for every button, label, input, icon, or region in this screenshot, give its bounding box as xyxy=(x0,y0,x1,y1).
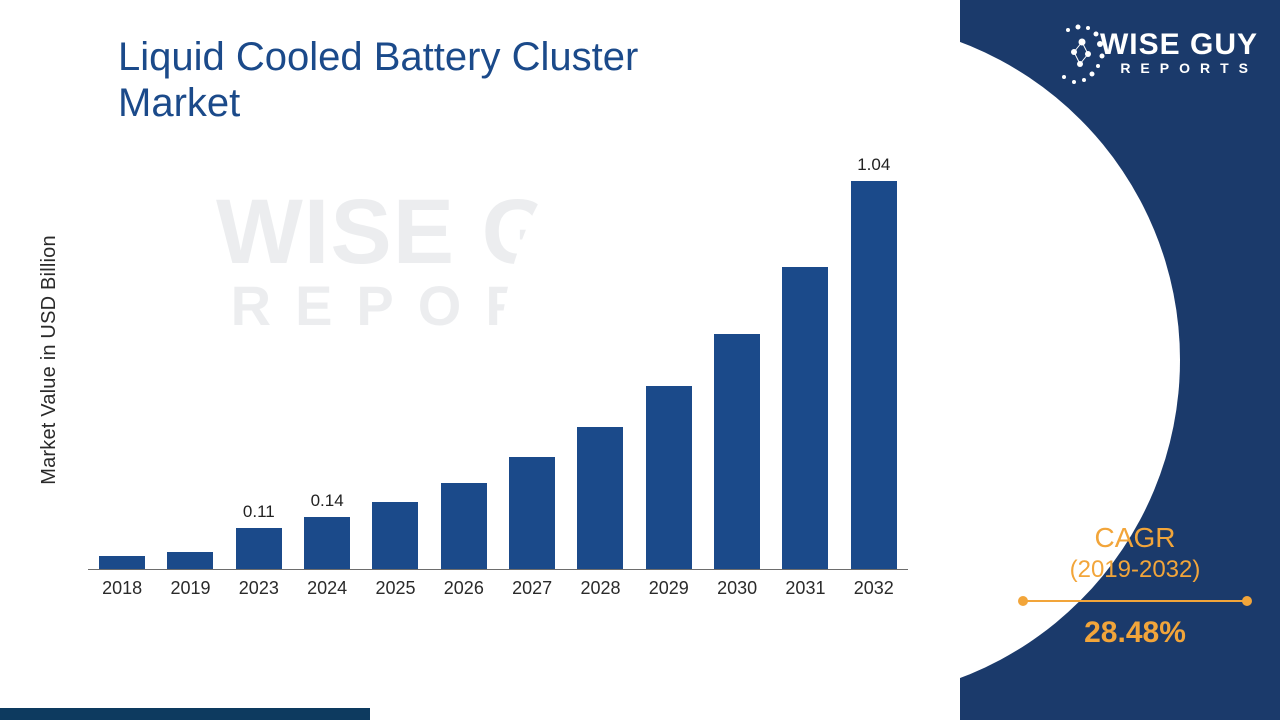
bar-slot: 2029 xyxy=(635,160,703,569)
bar xyxy=(577,427,623,569)
cagr-divider xyxy=(1020,600,1250,602)
bottom-accent-bar xyxy=(0,708,370,720)
cagr-box: CAGR (2019-2032) 28.48% xyxy=(1020,522,1250,650)
bar-slot: 2019 xyxy=(156,160,224,569)
x-tick-label: 2026 xyxy=(430,578,498,599)
bar xyxy=(236,528,282,569)
brand-logo: WISE GUY REPORTS xyxy=(1100,28,1258,76)
bar-slot: 2026 xyxy=(430,160,498,569)
x-tick-label: 2025 xyxy=(361,578,429,599)
cagr-value: 28.48% xyxy=(1020,616,1250,650)
x-tick-label: 2029 xyxy=(635,578,703,599)
bar-slot: 0.142024 xyxy=(293,160,361,569)
bar-slot: 2025 xyxy=(361,160,429,569)
bar xyxy=(99,556,145,569)
bar-value-label: 0.11 xyxy=(225,502,293,522)
chart-area: Market Value in USD Billion 201820190.11… xyxy=(78,160,908,600)
bar xyxy=(646,386,692,569)
bar xyxy=(167,552,213,569)
bar-slot: 2027 xyxy=(498,160,566,569)
bar xyxy=(509,457,555,569)
bar xyxy=(782,267,828,569)
bar-slot: 2030 xyxy=(703,160,771,569)
bar xyxy=(441,483,487,569)
bar xyxy=(714,334,760,569)
cagr-years: (2019-2032) xyxy=(1020,556,1250,584)
bar-slot: 0.112023 xyxy=(225,160,293,569)
x-tick-label: 2018 xyxy=(88,578,156,599)
logo-line2: REPORTS xyxy=(1100,60,1258,76)
x-tick-label: 2023 xyxy=(225,578,293,599)
bars-container: 201820190.1120230.1420242025202620272028… xyxy=(88,160,908,569)
x-tick-label: 2024 xyxy=(293,578,361,599)
bar xyxy=(851,181,897,569)
bar-slot: 1.042032 xyxy=(840,160,908,569)
x-tick-label: 2019 xyxy=(156,578,224,599)
bar-value-label: 1.04 xyxy=(840,155,908,175)
x-tick-label: 2028 xyxy=(566,578,634,599)
bar xyxy=(372,502,418,569)
bar-slot: 2028 xyxy=(566,160,634,569)
logo-line1: WISE GUY xyxy=(1100,28,1258,62)
bar-slot: 2018 xyxy=(88,160,156,569)
plot-region: 201820190.1120230.1420242025202620272028… xyxy=(88,160,908,570)
right-panel: WISE GUY REPORTS CAGR (2019-2032) 28.48% xyxy=(960,0,1280,720)
chart-title: Liquid Cooled Battery Cluster Market xyxy=(118,34,738,126)
bar xyxy=(304,517,350,569)
y-axis-label: Market Value in USD Billion xyxy=(38,150,61,570)
x-tick-label: 2031 xyxy=(771,578,839,599)
x-tick-label: 2032 xyxy=(840,578,908,599)
x-tick-label: 2027 xyxy=(498,578,566,599)
bar-slot: 2031 xyxy=(771,160,839,569)
cagr-label: CAGR xyxy=(1020,522,1250,554)
bar-value-label: 0.14 xyxy=(293,491,361,511)
x-tick-label: 2030 xyxy=(703,578,771,599)
